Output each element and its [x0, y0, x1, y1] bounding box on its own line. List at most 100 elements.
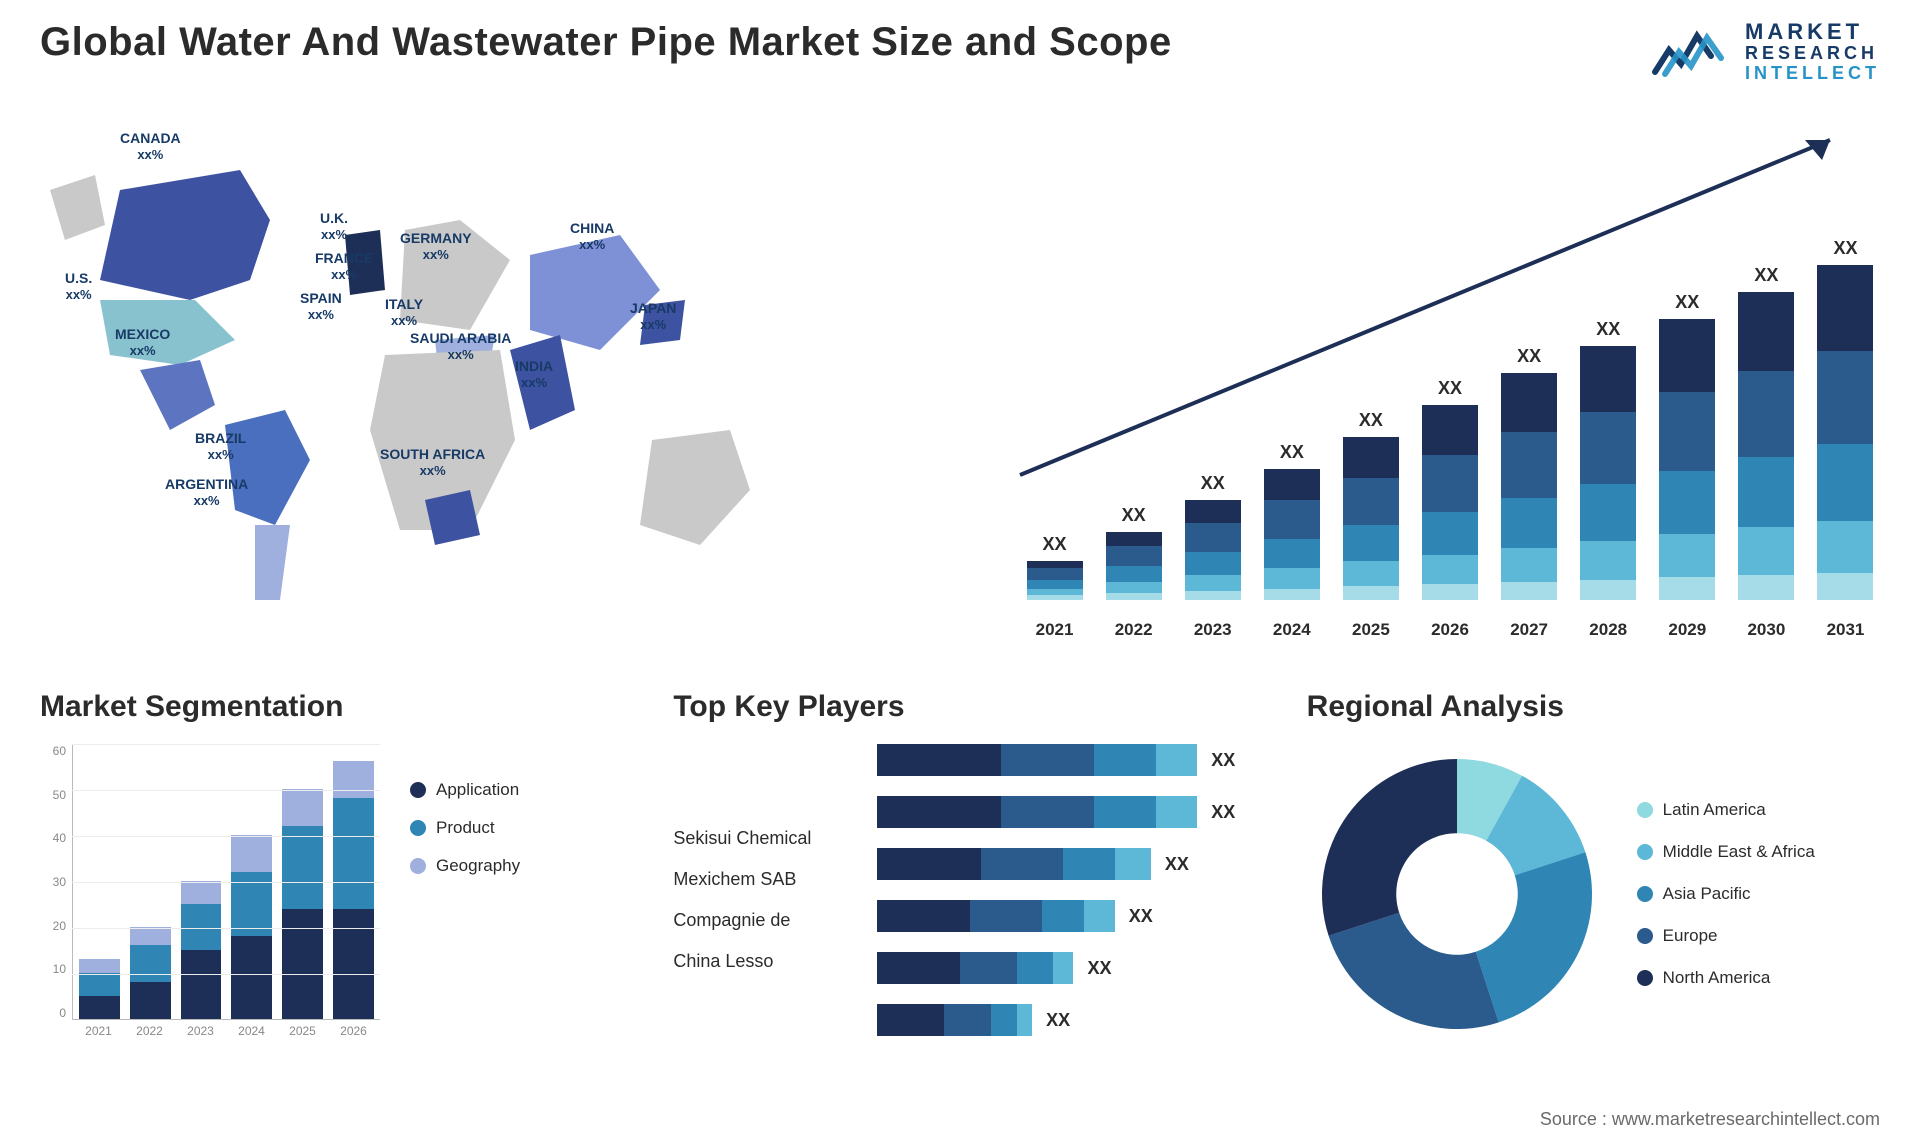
- growth-value-label: XX: [1517, 346, 1541, 367]
- legend-label: Middle East & Africa: [1663, 842, 1815, 862]
- growth-segment: [1422, 584, 1478, 600]
- seg-legend-item: Product: [410, 818, 520, 838]
- growth-segment: [1501, 498, 1557, 548]
- map-label-saudiarabia: SAUDI ARABIAxx%: [410, 330, 511, 363]
- growth-xaxis-label: 2031: [1811, 620, 1880, 640]
- growth-segment: [1659, 319, 1715, 392]
- logo-text: MARKET RESEARCH INTELLECT: [1745, 20, 1880, 84]
- kp-segment: [877, 744, 1001, 776]
- kp-value-label: XX: [1211, 750, 1235, 771]
- map-label-italy: ITALYxx%: [385, 296, 423, 329]
- kp-segment: [877, 796, 1001, 828]
- seg-segment: [130, 945, 171, 982]
- growth-segment: [1422, 455, 1478, 512]
- map-label-brazil: BRAZILxx%: [195, 430, 246, 463]
- growth-value-label: XX: [1359, 410, 1383, 431]
- growth-segment: [1185, 575, 1241, 591]
- growth-segment: [1580, 412, 1636, 485]
- key-players-bars: XXXXXXXXXXXX: [877, 744, 1246, 1036]
- kp-segment: [1115, 848, 1151, 880]
- growth-xaxis-label: 2026: [1415, 620, 1484, 640]
- map-region: [255, 525, 290, 600]
- growth-segment: [1659, 577, 1715, 600]
- seg-legend-item: Geography: [410, 856, 520, 876]
- kp-segment: [1063, 848, 1115, 880]
- kp-value-label: XX: [1046, 1010, 1070, 1031]
- growth-segment: [1501, 373, 1557, 432]
- seg-segment: [333, 909, 374, 1019]
- growth-segment: [1738, 575, 1794, 600]
- growth-segment: [1738, 371, 1794, 457]
- kp-segment: [1017, 952, 1053, 984]
- growth-segment: [1422, 555, 1478, 584]
- growth-value-label: XX: [1833, 238, 1857, 259]
- growth-segment: [1264, 568, 1320, 588]
- growth-segment: [1580, 541, 1636, 580]
- seg-segment: [231, 936, 272, 1019]
- key-player-row: XX: [877, 848, 1246, 880]
- regional-legend-item: Asia Pacific: [1637, 884, 1815, 904]
- kp-segment: [1017, 1004, 1032, 1036]
- growth-xaxis-label: 2024: [1257, 620, 1326, 640]
- growth-col-2022: XX: [1099, 505, 1168, 600]
- map-label-southafrica: SOUTH AFRICAxx%: [380, 446, 485, 479]
- map-label-uk: U.K.xx%: [320, 210, 348, 243]
- map-region: [425, 490, 480, 545]
- seg-segment: [79, 959, 120, 973]
- growth-segment: [1580, 346, 1636, 412]
- kp-segment: [944, 1004, 990, 1036]
- growth-segment: [1501, 582, 1557, 600]
- kp-segment: [1001, 796, 1094, 828]
- legend-label: Latin America: [1663, 800, 1766, 820]
- growth-segment: [1264, 589, 1320, 600]
- page-title: Global Water And Wastewater Pipe Market …: [40, 20, 1172, 65]
- seg-y-tick: 30: [40, 875, 66, 889]
- growth-segment: [1027, 561, 1083, 568]
- regional-legend-item: North America: [1637, 968, 1815, 988]
- legend-swatch-icon: [1637, 970, 1653, 986]
- growth-segment: [1659, 392, 1715, 471]
- map-label-india: INDIAxx%: [515, 358, 553, 391]
- growth-segment: [1264, 539, 1320, 568]
- seg-y-tick: 0: [40, 1006, 66, 1020]
- seg-xaxis-label: 2022: [129, 1024, 170, 1044]
- growth-segment: [1817, 573, 1873, 600]
- growth-segment: [1817, 351, 1873, 444]
- growth-xaxis-label: 2025: [1336, 620, 1405, 640]
- growth-xaxis-label: 2023: [1178, 620, 1247, 640]
- growth-value-label: XX: [1675, 292, 1699, 313]
- legend-swatch-icon: [1637, 886, 1653, 902]
- growth-col-2030: XX: [1732, 265, 1801, 600]
- growth-segment: [1422, 405, 1478, 455]
- growth-segment: [1580, 484, 1636, 541]
- map-label-canada: CANADAxx%: [120, 130, 181, 163]
- key-player-row: XX: [877, 796, 1246, 828]
- map-label-germany: GERMANYxx%: [400, 230, 472, 263]
- growth-segment: [1817, 444, 1873, 521]
- legend-swatch-icon: [410, 820, 426, 836]
- growth-value-label: XX: [1280, 442, 1304, 463]
- growth-segment: [1027, 589, 1083, 596]
- legend-label: Europe: [1663, 926, 1718, 946]
- seg-segment: [282, 789, 323, 826]
- kp-segment: [1053, 952, 1074, 984]
- growth-value-label: XX: [1043, 534, 1067, 555]
- seg-bar-2024: [231, 835, 272, 1019]
- growth-col-2025: XX: [1336, 410, 1405, 600]
- growth-segment: [1106, 532, 1162, 546]
- growth-xaxis-label: 2022: [1099, 620, 1168, 640]
- map-region: [140, 360, 215, 430]
- seg-y-tick: 60: [40, 744, 66, 758]
- segmentation-legend: Application Product Geography: [410, 744, 520, 876]
- seg-segment: [231, 835, 272, 872]
- legend-label: Application: [436, 780, 519, 800]
- growth-bar-chart: XXXXXXXXXXXXXXXXXXXXXX 20212022202320242…: [990, 130, 1880, 640]
- growth-xaxis-label: 2029: [1653, 620, 1722, 640]
- key-player-row: XX: [877, 744, 1246, 776]
- growth-segment: [1185, 500, 1241, 523]
- seg-bar-2022: [130, 927, 171, 1019]
- growth-col-2023: XX: [1178, 473, 1247, 600]
- legend-label: Asia Pacific: [1663, 884, 1751, 904]
- legend-swatch-icon: [410, 858, 426, 874]
- growth-segment: [1817, 265, 1873, 351]
